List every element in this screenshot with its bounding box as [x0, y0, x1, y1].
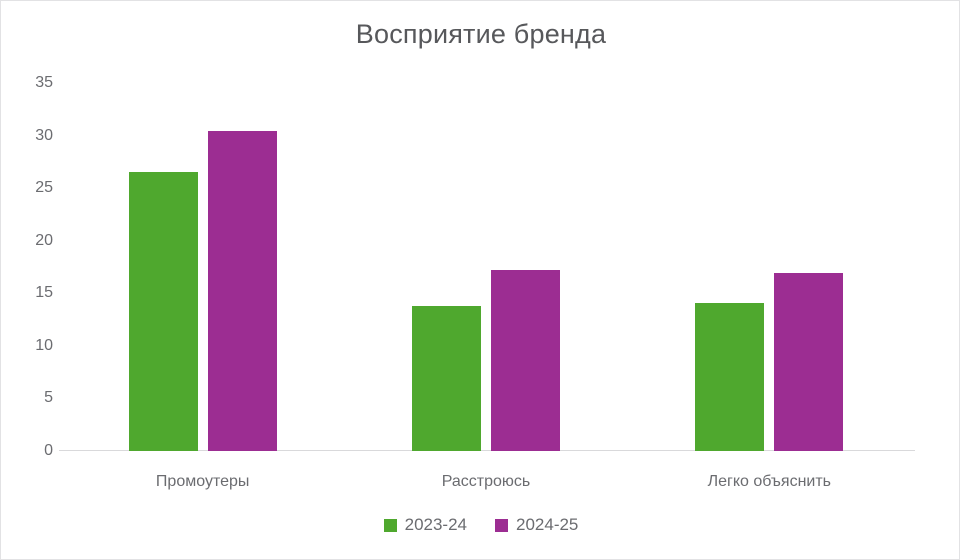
y-axis-tick-label: 25 — [35, 179, 53, 197]
chart-legend: 2023-24 2024-25 — [1, 515, 959, 535]
bar-group — [344, 83, 627, 451]
y-axis-tick-label: 30 — [35, 126, 53, 144]
y-axis-tick-label: 20 — [35, 231, 53, 249]
legend-label: 2024-25 — [516, 515, 579, 534]
bar-group — [61, 83, 344, 451]
y-axis-tick-label: 35 — [35, 74, 53, 91]
y-axis-tick-label: 5 — [44, 389, 53, 407]
x-axis-category-label: Расстроюсь — [441, 473, 531, 490]
legend-swatch-icon — [495, 518, 508, 532]
bar-series-2[interactable] — [207, 131, 277, 451]
legend-label: 2023-24 — [404, 515, 467, 534]
bar-series-2[interactable] — [490, 270, 560, 451]
bar-group — [628, 83, 911, 451]
y-axis: 0 5 10 15 20 25 30 35 — [1, 1, 53, 559]
legend-item[interactable]: 2024-25 — [495, 515, 578, 535]
bar-series-1[interactable] — [695, 302, 765, 451]
x-axis-line — [59, 450, 915, 451]
y-axis-tick-label: 15 — [35, 284, 53, 302]
bar-series-1[interactable] — [411, 305, 481, 451]
bar-series-2[interactable] — [774, 273, 844, 451]
legend-item[interactable]: 2023-24 — [383, 515, 467, 535]
y-axis-tick-label: 0 — [44, 442, 53, 459]
chart-title: Восприятие бренда — [355, 19, 607, 49]
bar-series-1[interactable] — [128, 172, 198, 451]
x-axis-category-label: Промоутеры — [155, 473, 250, 490]
legend-swatch-icon — [383, 518, 397, 532]
y-axis-tick-label: 10 — [35, 336, 53, 354]
x-axis-category-label: Легко объяснить — [707, 473, 832, 490]
